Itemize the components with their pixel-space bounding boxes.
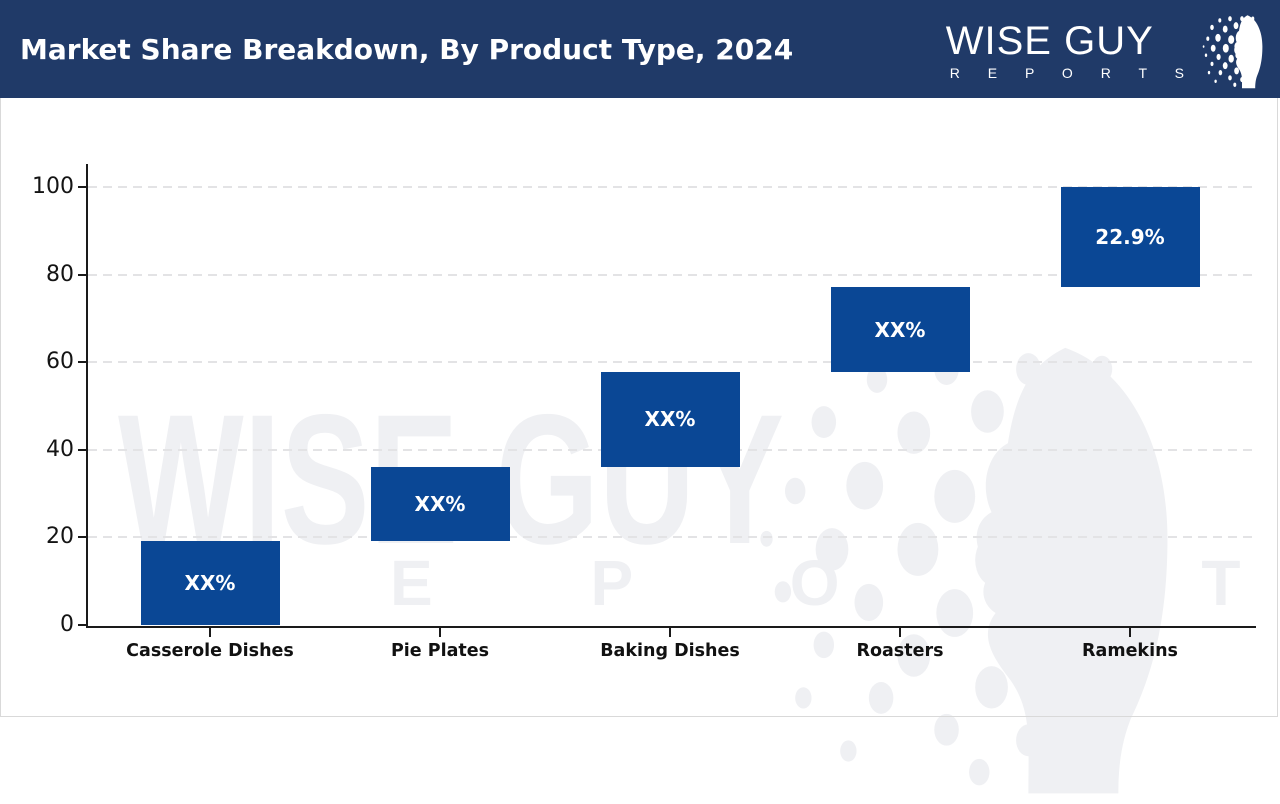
brand-subtitle: R E P O R T S [949,64,1196,81]
x-axis-line [86,626,1256,628]
x-tick [209,628,211,637]
x-category-label: Ramekins [1082,641,1178,661]
y-tick-40 [78,448,86,451]
bar-segment: XX% [830,287,970,372]
bar-value-label: 22.9% [1095,225,1165,250]
x-tick [669,628,671,637]
brand-logo: WISE GUY R E P O R T S [946,8,1266,92]
bar-segment: XX% [370,466,510,541]
y-axis-line [86,164,88,628]
bar-value-label: XX% [874,317,926,342]
y-tick-80 [78,273,86,276]
y-tick-100 [78,186,86,188]
bar-value-label: XX% [644,407,696,432]
chart-title: Market Share Breakdown, By Product Type,… [20,32,794,66]
y-tick-label-40: 40 [46,436,74,462]
gridline-20 [88,536,1256,539]
x-category-label: Casserole Dishes [126,641,294,661]
y-tick-label-100: 100 [32,174,74,199]
header-bar: Market Share Breakdown, By Product Type,… [0,0,1280,98]
brand-face-icon [1200,10,1266,90]
watermark-subtext: R E P O R T S [186,547,1280,619]
brand-logo-text: WISE GUY R E P O R T S [946,20,1196,81]
x-tick [899,628,901,637]
x-category-label: Baking Dishes [600,641,740,661]
gridline-100 [88,186,1256,188]
y-tick-label-0: 0 [60,612,74,637]
brand-name: WISE GUY [945,18,1154,63]
y-tick-label-80: 80 [46,261,74,287]
x-tick [1129,628,1131,637]
gridline-80 [88,273,1256,276]
x-category-label: Roasters [856,641,944,661]
y-tick-60 [78,361,86,364]
bar-segment: XX% [600,371,740,467]
watermark-face-icon [742,316,1192,804]
y-tick-20 [78,536,86,539]
bar-value-label: XX% [184,570,236,595]
bar-segment: 22.9% [1060,187,1200,288]
bar-segment: XX% [140,540,280,625]
y-tick-0 [78,624,86,626]
y-tick-label-20: 20 [46,524,74,550]
x-category-label: Pie Plates [390,641,490,661]
bar-value-label: XX% [414,491,466,516]
y-tick-label-60: 60 [46,349,74,375]
gridline-60 [88,361,1256,364]
x-tick [439,628,441,637]
